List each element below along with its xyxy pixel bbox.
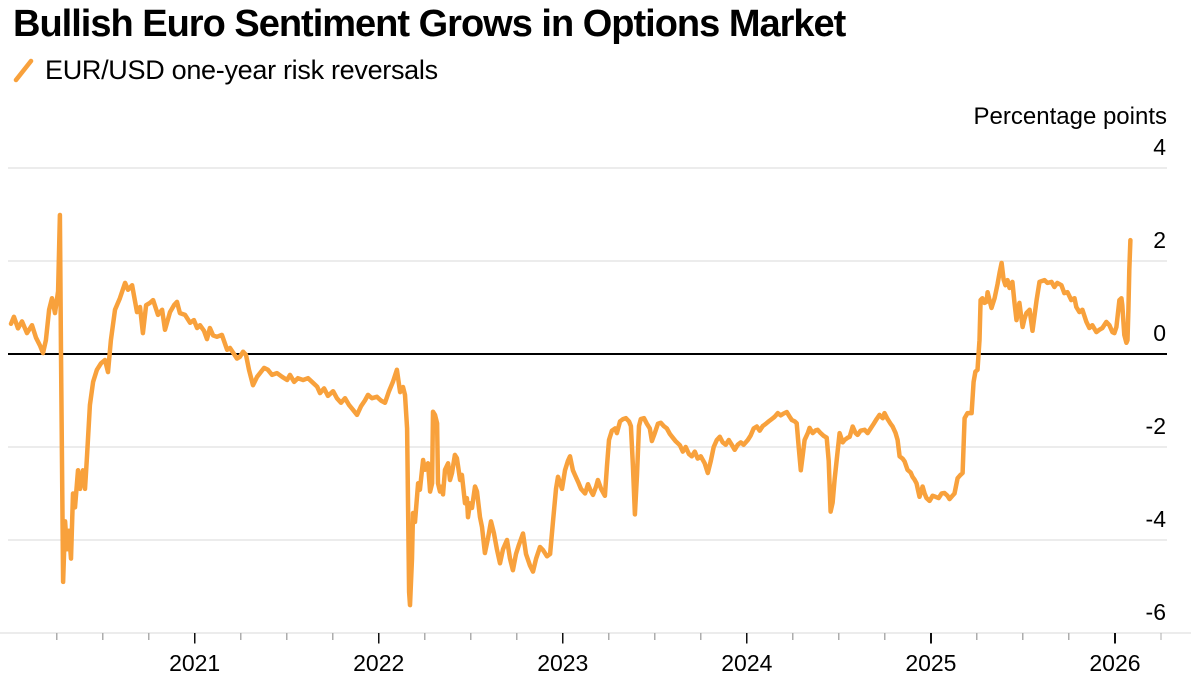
eur-usd-risk-reversals-line: [8, 212, 1133, 608]
y-tick-label-4: 4: [1153, 134, 1166, 160]
y-tick-label--2: -2: [1146, 413, 1166, 439]
x-tick-label-2023: 2023: [537, 650, 588, 676]
y-tick-label--6: -6: [1146, 599, 1166, 625]
legend-line-swatch-icon: [13, 58, 34, 82]
x-tick-label-2024: 2024: [721, 650, 772, 676]
x-tick-label-2022: 2022: [353, 650, 404, 676]
chart-title: Bullish Euro Sentiment Grows in Options …: [13, 3, 846, 45]
y-tick-label--4: -4: [1146, 506, 1167, 532]
legend: EUR/USD one-year risk reversals: [13, 55, 438, 85]
y-tick-label-0: 0: [1153, 320, 1166, 346]
y-axis-unit-label: Percentage points: [974, 103, 1167, 130]
x-tick-label-2025: 2025: [905, 650, 956, 676]
legend-label: EUR/USD one-year risk reversals: [45, 54, 438, 85]
x-tick-label-2021: 2021: [169, 650, 220, 676]
x-tick-label-2026: 2026: [1089, 650, 1140, 676]
y-tick-label-2: 2: [1153, 227, 1166, 253]
